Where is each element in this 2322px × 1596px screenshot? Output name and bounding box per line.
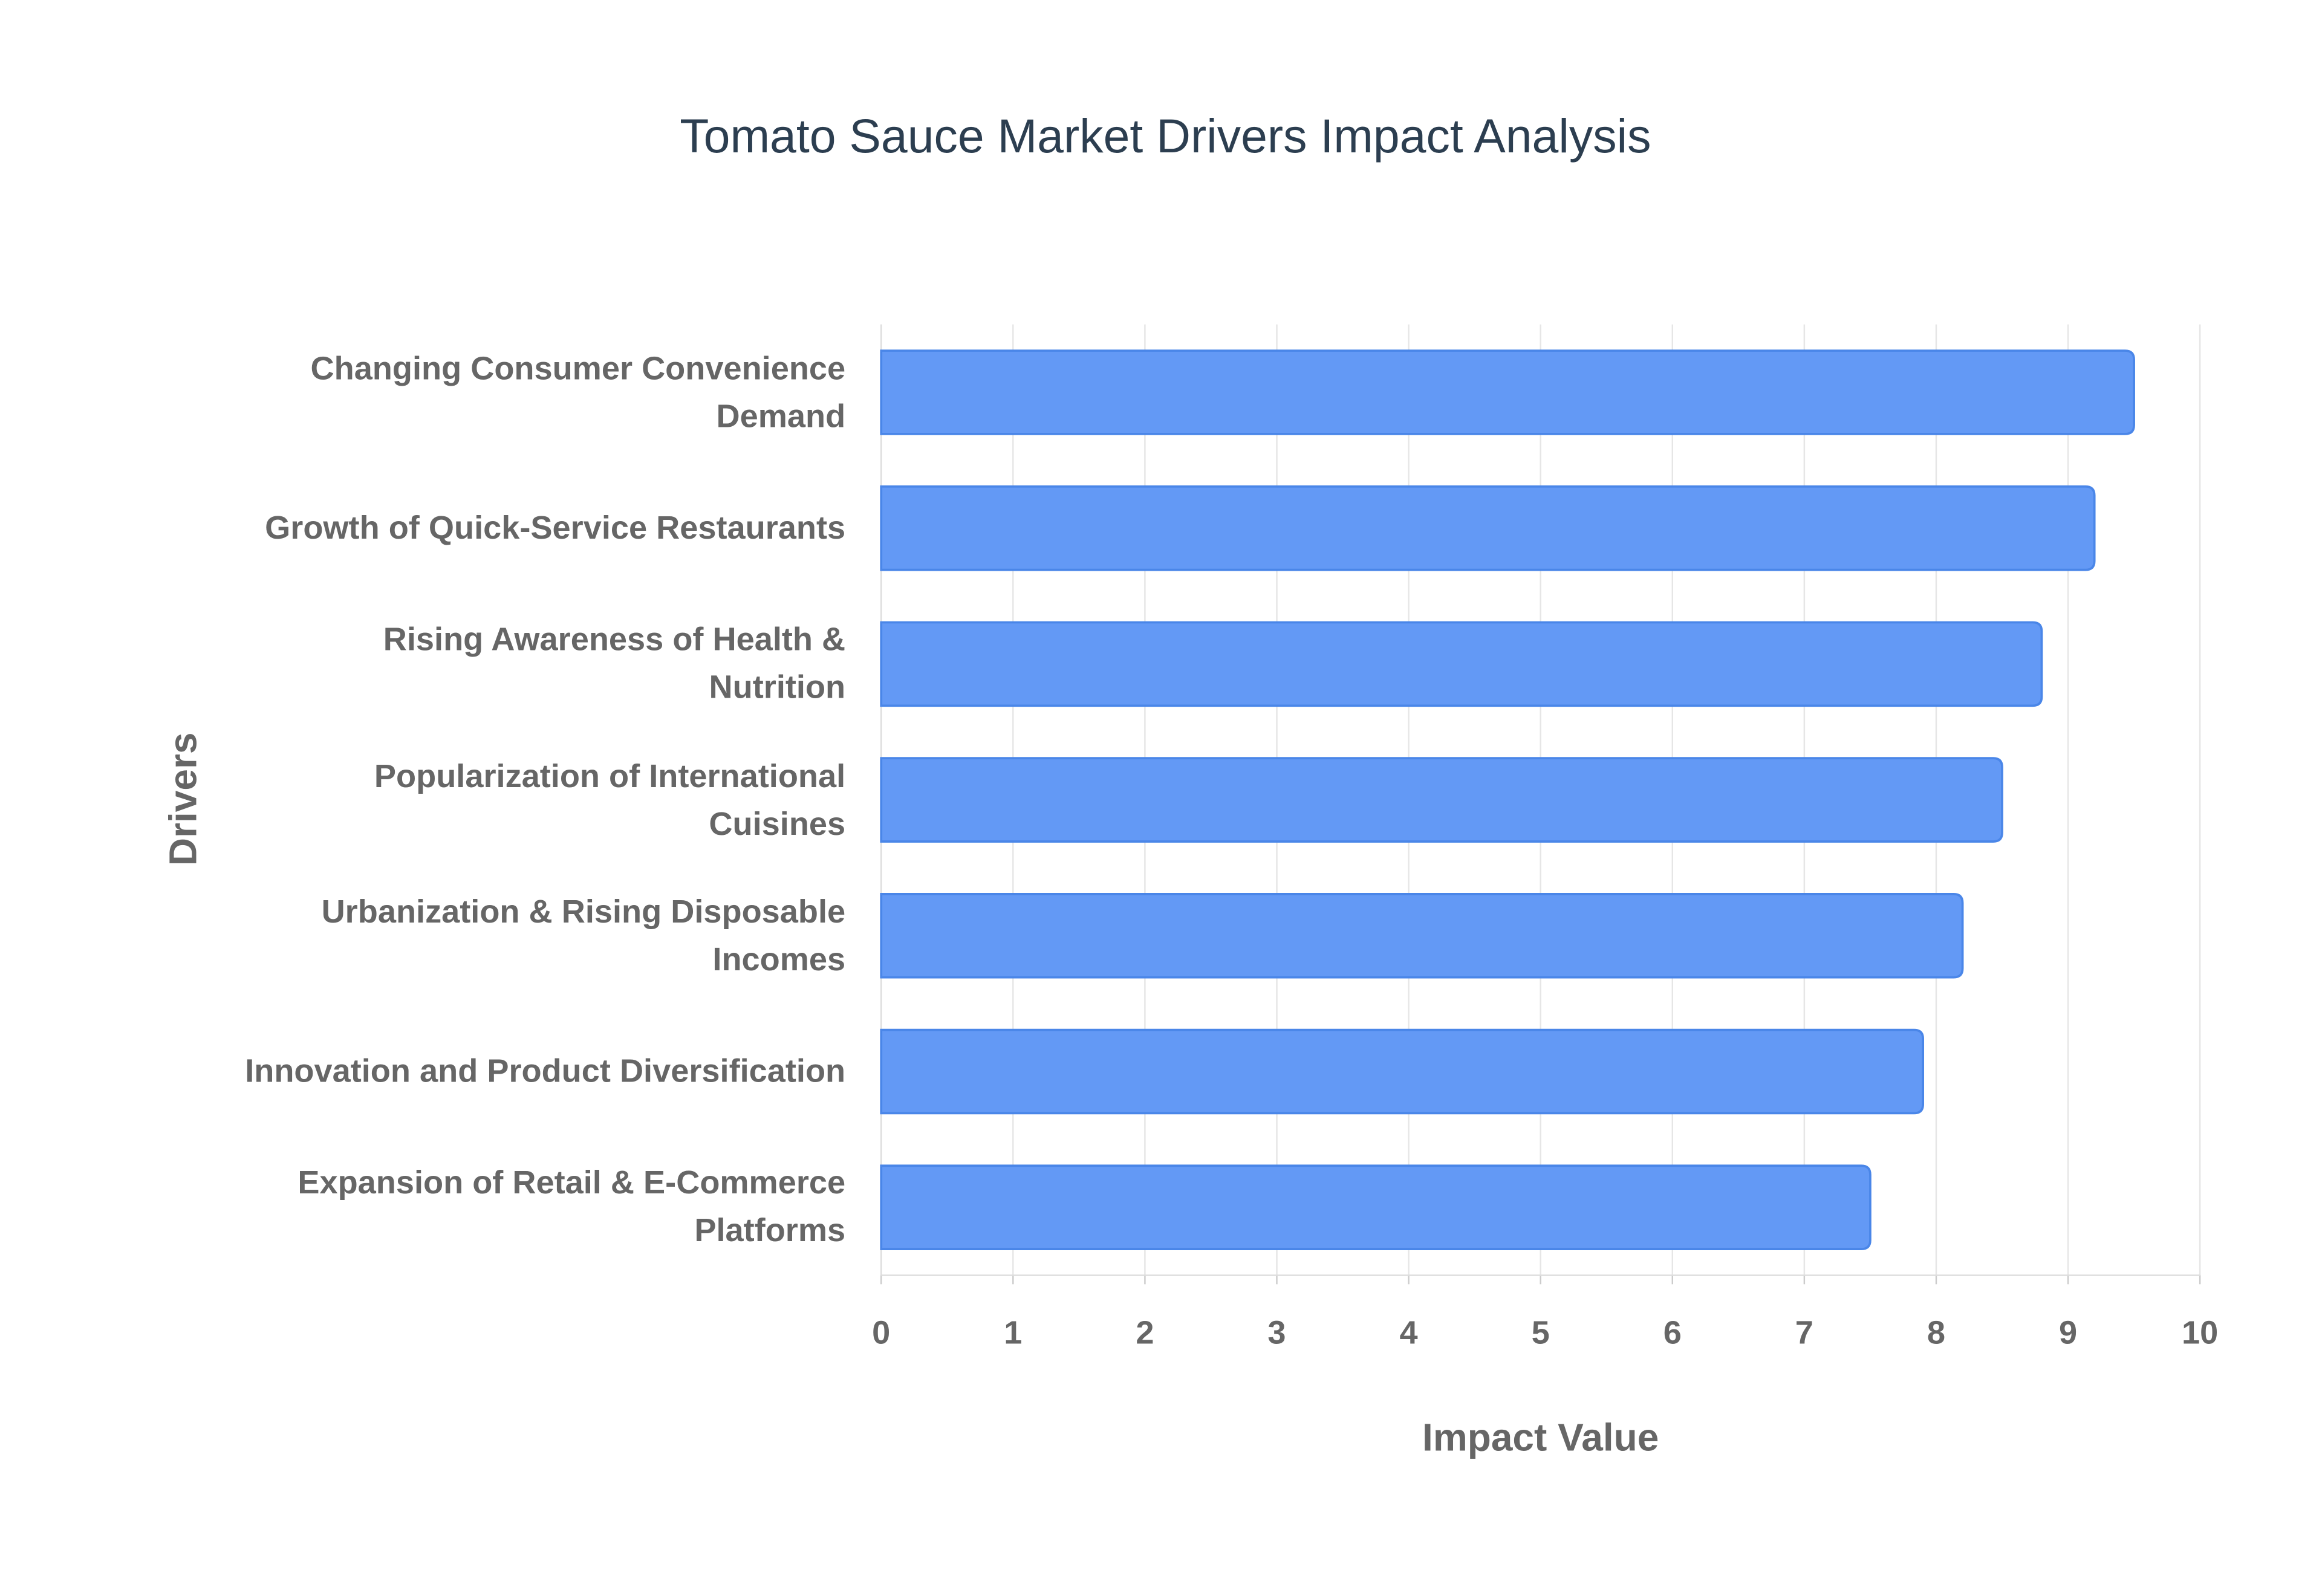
bar	[880, 621, 2043, 707]
y-tick-label: Growth of Quick-Service Restaurants	[265, 508, 846, 547]
y-tick-label: Rising Awareness of Health & Nutrition	[383, 620, 846, 706]
y-tick-label: Innovation and Product Diversification	[245, 1052, 846, 1089]
x-tick-label: 3	[1267, 1314, 1286, 1351]
x-tick-label: 6	[1663, 1314, 1682, 1351]
y-tick-label: Popularization of International Cuisines	[374, 756, 846, 842]
y-tick-label: Expansion of Retail & E-Commerce Platfor…	[298, 1164, 846, 1250]
x-tick-label: 7	[1795, 1314, 1813, 1351]
x-tick-label: 0	[872, 1314, 890, 1351]
x-tick-label: 4	[1400, 1314, 1418, 1351]
y-tick-label: Urbanization & Rising Disposable Incomes	[321, 892, 846, 978]
y-tick-label: Changing Consumer Convenience Demand	[310, 349, 846, 434]
x-axis-title: Impact Value	[1422, 1416, 1659, 1459]
chart-title: Tomato Sauce Market Drivers Impact Analy…	[680, 109, 1651, 163]
y-axis-title: Drivers	[161, 733, 205, 866]
bar	[880, 485, 2096, 571]
x-tick-label: 10	[2182, 1314, 2218, 1351]
x-tick-label: 1	[1004, 1314, 1022, 1351]
y-tick-label-box: Expansion of Retail & E-Commerce Platfor…	[298, 1164, 846, 1250]
bar	[880, 1164, 1872, 1250]
y-tick-label-box: Changing Consumer Convenience Demand	[310, 349, 846, 434]
bar	[880, 349, 2135, 435]
x-tick-label: 8	[1927, 1314, 1945, 1351]
x-tick-label: 9	[2059, 1314, 2077, 1351]
y-tick-label-box: Urbanization & Rising Disposable Incomes	[321, 892, 846, 978]
y-tick-label-box: Rising Awareness of Health & Nutrition	[383, 620, 846, 706]
bar	[880, 1028, 1925, 1115]
y-tick-label-box: Growth of Quick-Service Restaurants	[265, 508, 846, 547]
x-tick-label: 5	[1532, 1314, 1550, 1351]
bar	[880, 893, 1964, 979]
y-tick-label-box: Innovation and Product Diversification	[245, 1052, 846, 1089]
x-tick-label: 2	[1136, 1314, 1154, 1351]
bar	[880, 757, 2003, 843]
y-tick-label-box: Popularization of International Cuisines	[374, 756, 846, 842]
